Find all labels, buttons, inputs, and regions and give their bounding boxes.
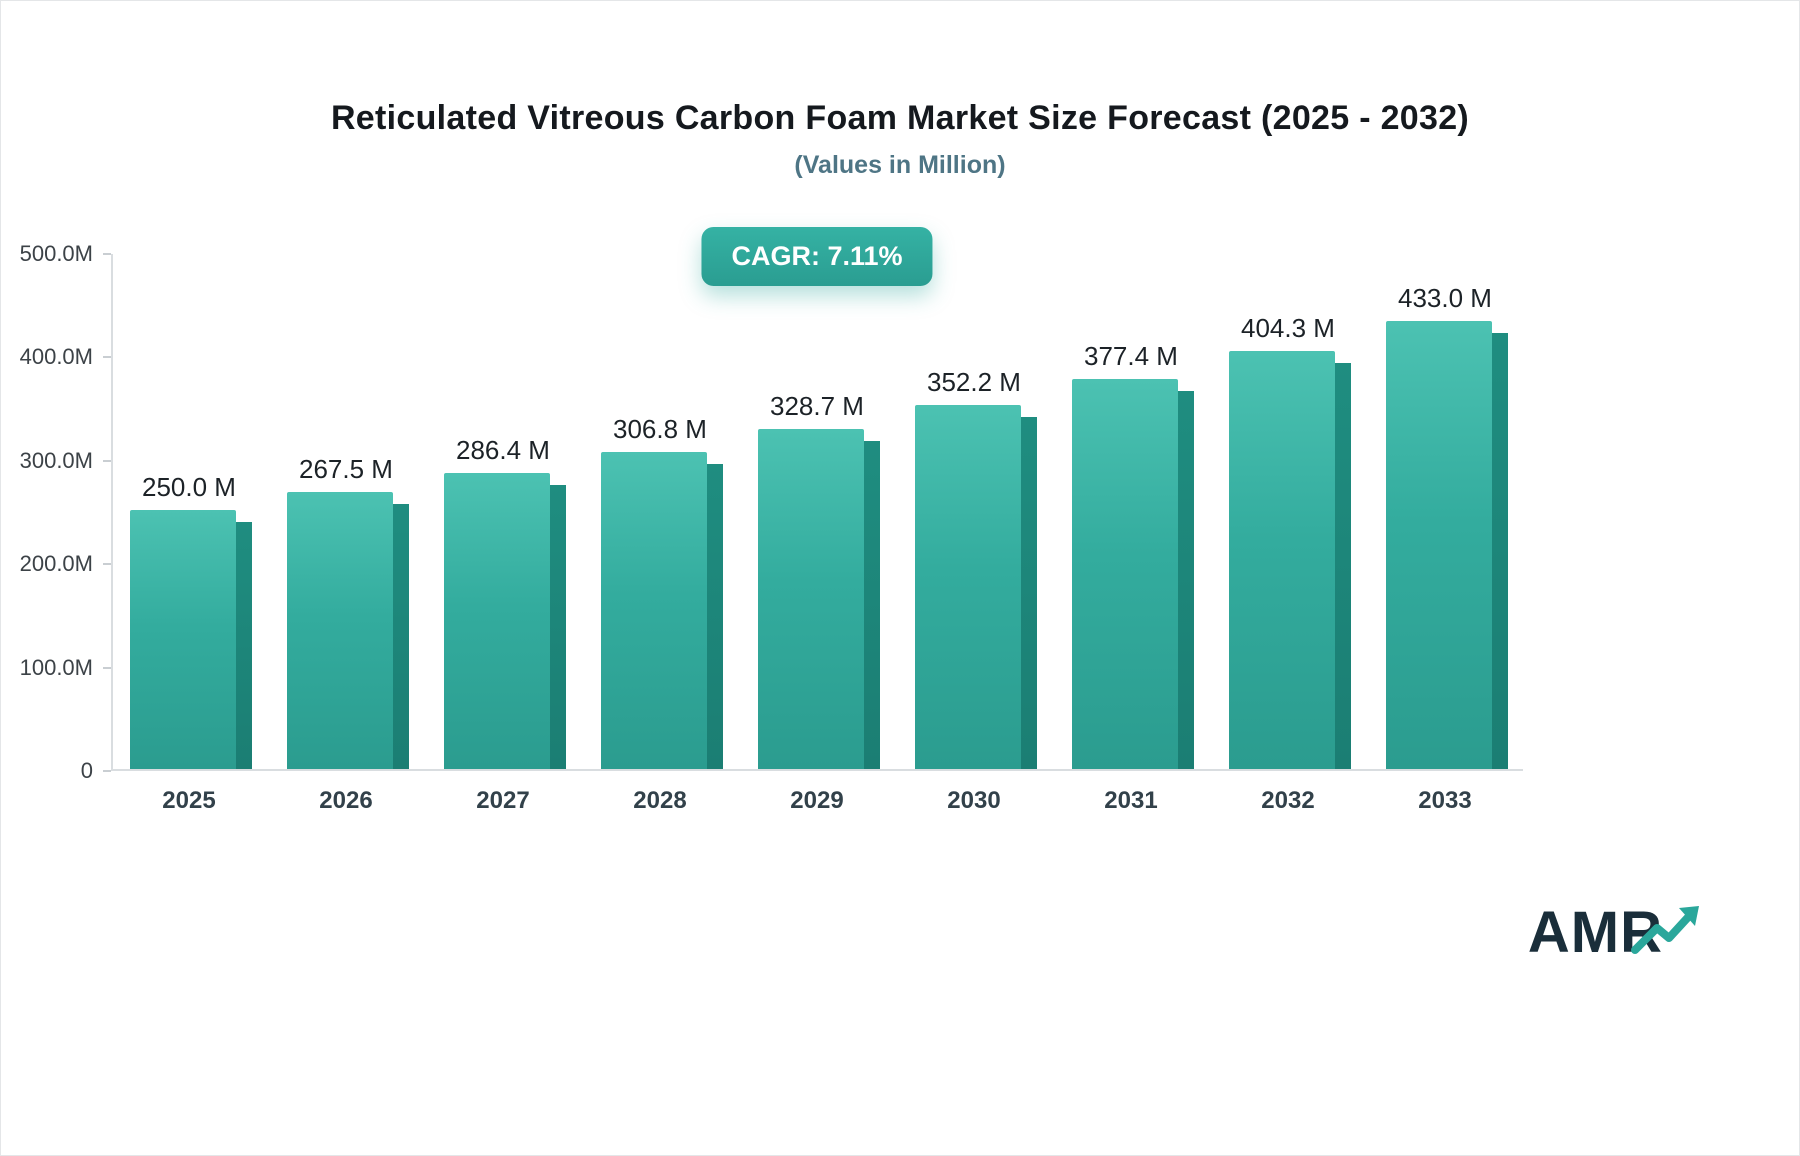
bar-front-face [1229, 351, 1335, 769]
bar-front-face [1072, 379, 1178, 769]
bar-front-face [444, 473, 550, 769]
y-axis-tick-label: 100.0M [19, 654, 93, 680]
x-axis-tick-label: 2027 [476, 787, 530, 814]
y-axis-tick-label: 0 [80, 758, 93, 783]
x-axis-tick-label: 2029 [790, 787, 844, 814]
y-axis-tick-label: 300.0M [19, 447, 93, 473]
bar-front-face [130, 510, 236, 769]
bar-value-label: 328.7 M [770, 391, 864, 421]
bar-value-label: 286.4 M [456, 435, 550, 465]
bar-front-face [601, 452, 707, 769]
bar-value-label: 306.8 M [613, 414, 707, 444]
bar-side-face [707, 464, 723, 769]
x-axis-tick-label: 2033 [1418, 787, 1472, 814]
y-axis-tick-mark [103, 356, 111, 359]
y-axis-tick-label: 400.0M [19, 344, 93, 370]
x-axis-tick-label: 2026 [319, 787, 373, 814]
y-axis-tick-mark [103, 459, 111, 462]
y-axis-tick-mark [103, 666, 111, 669]
bar-side-face [393, 504, 409, 769]
chart-title: Reticulated Vitreous Carbon Foam Market … [330, 99, 1470, 137]
bar-side-face [1335, 363, 1351, 769]
x-axis-tick-label: 2028 [633, 787, 687, 814]
y-axis-tick-mark [103, 770, 111, 772]
y-axis-tick-mark [103, 253, 111, 255]
bar-side-face [1021, 417, 1037, 769]
amr-logo: AMR [1528, 899, 1707, 966]
bar-2029 [758, 429, 880, 769]
bar-front-face [287, 492, 393, 769]
y-axis-tick-label: 200.0M [19, 551, 93, 577]
bar-front-face [758, 429, 864, 769]
y-axis-tick-mark [103, 563, 111, 566]
chart-subtitle: (Values in Million) [794, 151, 1006, 179]
amr-logo-arrow-icon [1631, 905, 1699, 954]
bar-front-face [1386, 321, 1492, 769]
bar-value-label: 250.0 M [142, 472, 236, 502]
x-axis-tick-label: 2032 [1261, 787, 1315, 814]
plot-area [111, 254, 1523, 771]
bar-2030 [915, 405, 1037, 769]
y-axis-tick-label: 500.0M [19, 241, 93, 266]
bar-value-label: 352.2 M [927, 367, 1021, 397]
bar-2026 [287, 492, 409, 769]
x-axis-tick-label: 2031 [1104, 787, 1158, 814]
bar-value-label: 433.0 M [1398, 283, 1492, 313]
bar-value-label: 404.3 M [1241, 313, 1335, 343]
bar-2033 [1386, 321, 1508, 769]
x-axis-tick-label: 2030 [947, 787, 1001, 814]
bar-2027 [444, 473, 566, 769]
bar-side-face [236, 522, 252, 769]
bar-side-face [1492, 333, 1508, 769]
bar-front-face [915, 405, 1021, 769]
amr-logo-text: AMR [1527, 900, 1663, 965]
cagr-badge: CAGR: 7.11% [701, 227, 933, 286]
bar-2025 [130, 510, 252, 769]
x-axis-tick-label: 2025 [162, 787, 216, 814]
bar-2032 [1229, 351, 1351, 769]
bar-side-face [550, 485, 566, 769]
bar-2028 [601, 452, 723, 769]
bar-side-face [864, 441, 880, 769]
bar-side-face [1178, 391, 1194, 769]
bar-2031 [1072, 379, 1194, 769]
bar-value-label: 267.5 M [299, 454, 393, 484]
bar-value-label: 377.4 M [1084, 341, 1178, 371]
